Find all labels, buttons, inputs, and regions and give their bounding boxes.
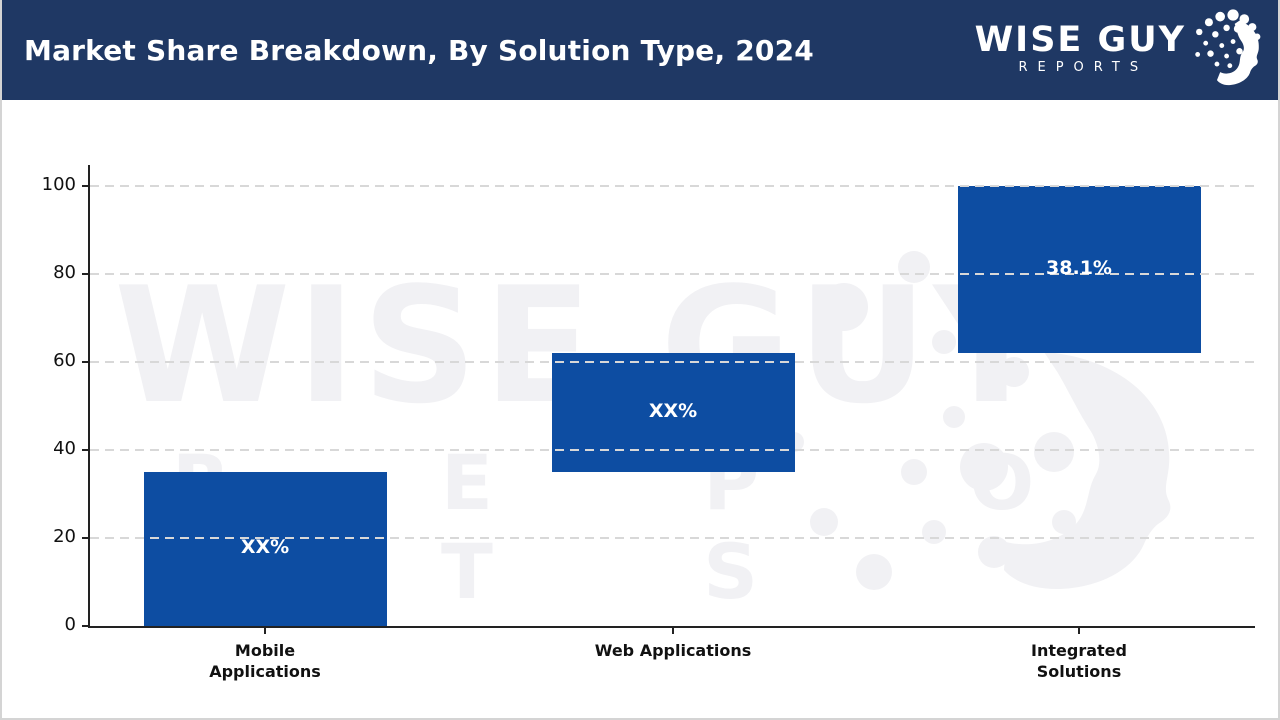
y-axis-tick-label: 0: [64, 614, 76, 635]
header-band: Market Share Breakdown, By Solution Type…: [2, 0, 1278, 100]
bar-segment: [143, 472, 387, 626]
y-axis-tick-label: 40: [53, 438, 76, 459]
y-axis-tick: [82, 361, 90, 363]
y-axis-tick: [82, 449, 90, 451]
bar-value-label: 38.1%: [1046, 256, 1112, 279]
y-axis-tick-label: 100: [41, 174, 76, 195]
y-axis-line: [88, 165, 90, 628]
y-axis-tick-label: 80: [53, 262, 76, 283]
chart-title: Market Share Breakdown, By Solution Type…: [24, 33, 814, 67]
bar-segment: [957, 186, 1201, 354]
x-axis-tick: [1078, 626, 1080, 634]
y-axis-tick-label: 60: [53, 350, 76, 371]
y-axis-tick: [82, 537, 90, 539]
bar-value-label: XX%: [648, 399, 698, 422]
bar-value-label: XX%: [240, 536, 290, 558]
x-axis-category-label: Mobile Applications: [209, 641, 321, 681]
y-axis-tick: [82, 625, 90, 627]
y-axis-tick: [82, 273, 90, 275]
x-axis-category-label: Web Applications: [594, 641, 752, 660]
x-axis-tick: [672, 626, 674, 634]
bar-segment: [551, 353, 795, 472]
x-axis-line: [88, 626, 1255, 628]
dotted-head-icon: [1195, 9, 1261, 86]
gridline: [90, 537, 1255, 539]
brand-logo-name: WISE GUY: [974, 20, 1186, 60]
gridline: [90, 449, 1255, 451]
y-axis-tick: [82, 185, 90, 187]
plot-area: 0 20 40 60 80 100 XX% Mobile Applications XX% Web…: [2, 100, 1278, 718]
brand-logo-subname: REPORTS: [1018, 60, 1149, 75]
gridline: [90, 273, 1255, 275]
y-axis-tick-label: 20: [53, 526, 76, 547]
brand-logo-text: WISE GUY REPORTS: [975, 21, 1186, 75]
brand-logo: WISE GUY REPORTS: [975, 6, 1262, 90]
x-axis-category-label: Integrated Solutions: [1031, 641, 1127, 681]
gridline: [90, 185, 1255, 187]
gridline: [90, 361, 1255, 363]
x-axis-tick: [264, 626, 266, 634]
